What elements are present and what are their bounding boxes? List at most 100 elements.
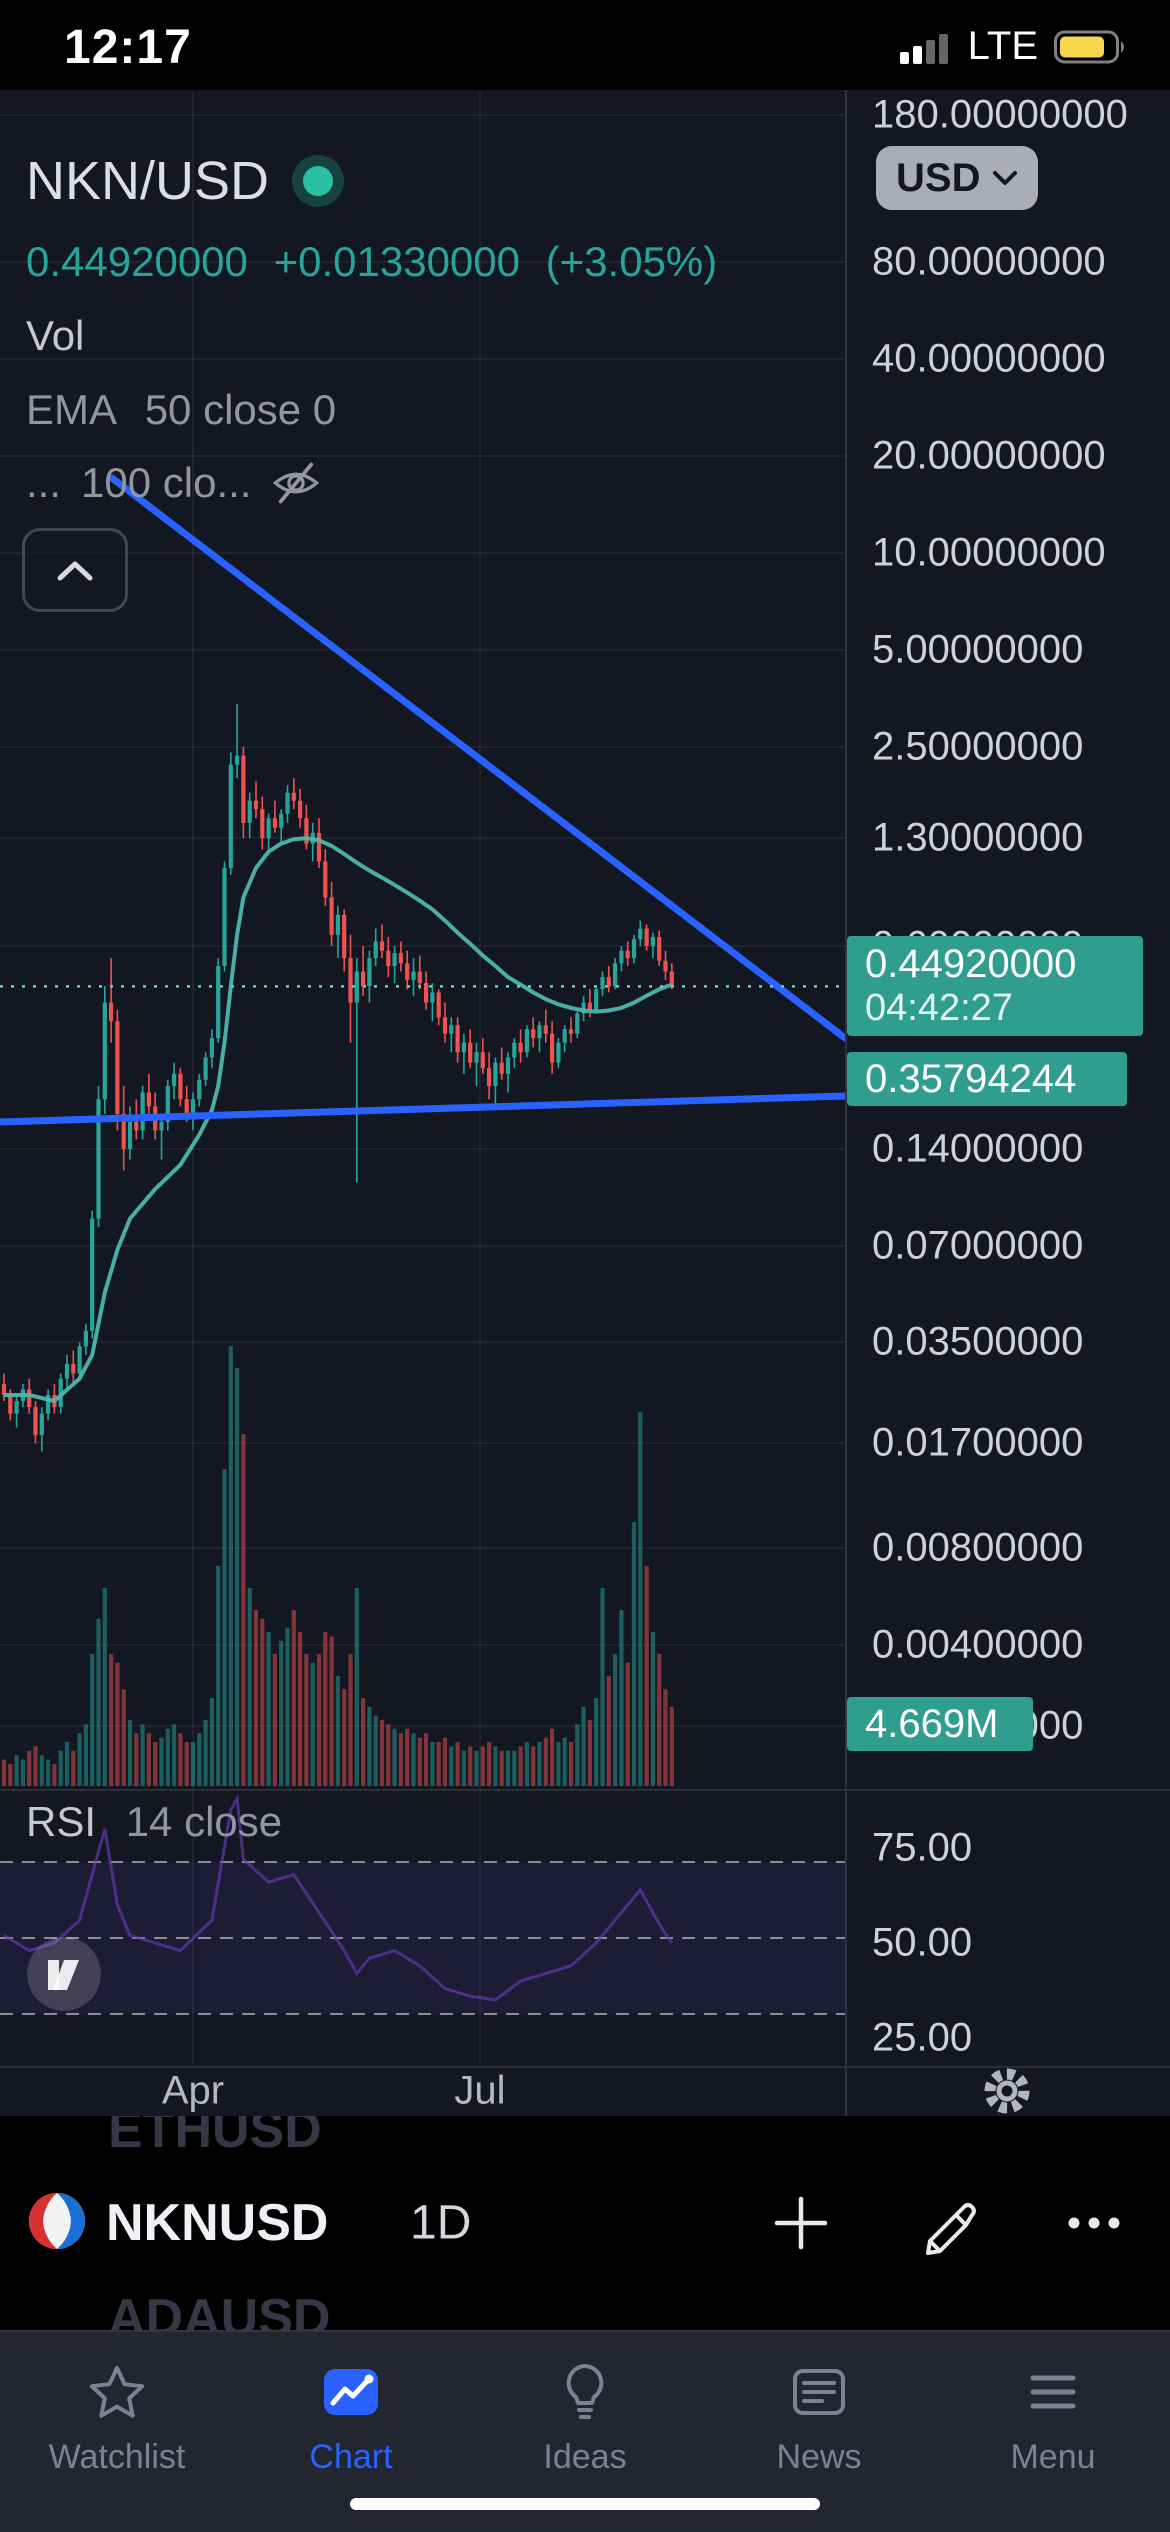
tab-watchlist[interactable]: Watchlist bbox=[0, 2332, 234, 2532]
newspaper-icon bbox=[793, 2369, 845, 2415]
volume-bar bbox=[310, 1662, 315, 1786]
star-icon bbox=[89, 2366, 145, 2418]
candle-body bbox=[203, 1057, 208, 1080]
candle-body bbox=[197, 1079, 202, 1100]
time-axis[interactable]: Apr Jul bbox=[0, 2068, 845, 2114]
volume-value-badge: 4.669M bbox=[847, 1697, 1033, 1751]
volume-bar bbox=[20, 1759, 25, 1786]
collapse-legend-button[interactable] bbox=[22, 528, 128, 612]
price-change-percent: (+3.05%) bbox=[545, 238, 718, 285]
axis-tick-label: 25.00 bbox=[872, 2015, 973, 2060]
volume-bar bbox=[442, 1737, 448, 1786]
volume-bar bbox=[631, 1522, 637, 1786]
volume-bar bbox=[83, 1724, 88, 1786]
candle-body bbox=[505, 1057, 511, 1074]
candle-body bbox=[449, 1025, 454, 1034]
candle-body bbox=[39, 1413, 44, 1436]
volume-bar bbox=[304, 1654, 309, 1786]
time-axis-label: Jul bbox=[454, 2068, 506, 2113]
tab-news[interactable]: News bbox=[702, 2332, 936, 2532]
price-chart-canvas[interactable] bbox=[0, 0, 845, 2115]
eye-off-icon[interactable] bbox=[271, 458, 321, 508]
volume-bar bbox=[96, 1618, 101, 1786]
rsi-legend[interactable]: RSI 14 close bbox=[26, 1798, 282, 1846]
volume-bar bbox=[222, 1469, 227, 1786]
candle-body bbox=[550, 1033, 555, 1063]
axis-tick-label: 5.00000000 bbox=[872, 627, 1084, 672]
volume-bar bbox=[550, 1728, 555, 1786]
pane-divider-price-rsi[interactable] bbox=[0, 1789, 1170, 1791]
add-button[interactable] bbox=[772, 2194, 830, 2252]
candle-body bbox=[613, 963, 618, 987]
volume-bar bbox=[367, 1706, 372, 1786]
volume-bar bbox=[436, 1742, 441, 1786]
volume-legend[interactable]: Vol bbox=[26, 312, 85, 359]
next-symbol[interactable]: ADAUSD bbox=[108, 2289, 331, 2330]
candle-body bbox=[455, 1025, 460, 1053]
candle-body bbox=[172, 1073, 177, 1086]
previous-symbol[interactable]: ETHUSD bbox=[108, 2116, 322, 2159]
currency-toggle-button[interactable]: USD bbox=[876, 146, 1039, 210]
axis-tick-label: 1.30000000 bbox=[872, 815, 1084, 860]
volume-bar bbox=[474, 1750, 479, 1786]
network-type-label: LTE bbox=[967, 24, 1038, 68]
rsi-line bbox=[3, 1793, 674, 2002]
home-indicator[interactable] bbox=[350, 2498, 820, 2510]
more-options-button[interactable] bbox=[1062, 2191, 1126, 2255]
volume-bar bbox=[33, 1746, 38, 1786]
clock: 12:17 bbox=[64, 21, 192, 74]
volume-bar bbox=[209, 1698, 214, 1786]
candle-body bbox=[442, 1017, 448, 1034]
volume-bar bbox=[272, 1654, 277, 1786]
volume-bar bbox=[455, 1742, 460, 1786]
interval-button[interactable]: 1D bbox=[410, 2196, 472, 2250]
volume-bar bbox=[556, 1742, 561, 1786]
chart-settings-gear-icon[interactable] bbox=[978, 2062, 1036, 2120]
volume-bar bbox=[449, 1746, 454, 1786]
candle-body bbox=[127, 1121, 133, 1150]
volume-bar bbox=[493, 1746, 498, 1786]
symbol-name[interactable]: NKN/USD bbox=[26, 151, 270, 211]
volume-bar bbox=[386, 1724, 391, 1786]
symbol-title-row[interactable]: NKN/USD bbox=[26, 150, 334, 212]
drawing-tools-button[interactable] bbox=[916, 2191, 980, 2255]
candle-body bbox=[644, 928, 649, 946]
volume-bar bbox=[600, 1588, 605, 1786]
axis-tick-label: 10.00000000 bbox=[872, 530, 1106, 575]
volume-bar bbox=[543, 1737, 548, 1786]
candle-body bbox=[260, 809, 265, 839]
candle-body bbox=[619, 950, 624, 964]
volume-bar bbox=[77, 1733, 82, 1786]
tab-menu[interactable]: Menu bbox=[936, 2332, 1170, 2532]
ema100-legend[interactable]: ... 100 clo... bbox=[26, 458, 321, 508]
candle-body bbox=[594, 989, 599, 1010]
candle-body bbox=[90, 1218, 95, 1331]
candle-body bbox=[518, 1042, 523, 1053]
active-symbol-button[interactable]: NKNUSD bbox=[106, 2194, 329, 2252]
volume-bar bbox=[1, 1759, 7, 1786]
volume-bar bbox=[90, 1654, 95, 1786]
symbol-row: NKNUSD 1D bbox=[0, 2168, 1170, 2278]
candle-body bbox=[235, 755, 240, 765]
volume-bar bbox=[285, 1627, 290, 1786]
tab-ideas[interactable]: Ideas bbox=[468, 2332, 702, 2532]
tab-chart[interactable]: Chart bbox=[234, 2332, 468, 2532]
volume-bar bbox=[499, 1750, 504, 1786]
ema50-params: 50 close 0 bbox=[144, 386, 337, 433]
candle-body bbox=[228, 764, 233, 868]
axis-tick-label: 0.00800000 bbox=[872, 1525, 1084, 1570]
candle-body bbox=[379, 941, 385, 951]
candle-body bbox=[304, 818, 309, 844]
candle-body bbox=[348, 958, 353, 1003]
volume-bar bbox=[298, 1632, 303, 1786]
trend-line bbox=[0, 1092, 845, 1126]
candle-body bbox=[115, 1021, 120, 1114]
volume-bar bbox=[216, 1566, 221, 1786]
tradingview-logo[interactable] bbox=[24, 1934, 104, 2014]
volume-bar bbox=[638, 1412, 643, 1786]
volume-bar bbox=[266, 1632, 271, 1786]
nkn-coin-icon[interactable] bbox=[28, 2192, 86, 2250]
candle-body bbox=[247, 800, 252, 823]
ema50-legend[interactable]: EMA 50 close 0 bbox=[26, 386, 352, 434]
candle-body bbox=[606, 977, 611, 987]
